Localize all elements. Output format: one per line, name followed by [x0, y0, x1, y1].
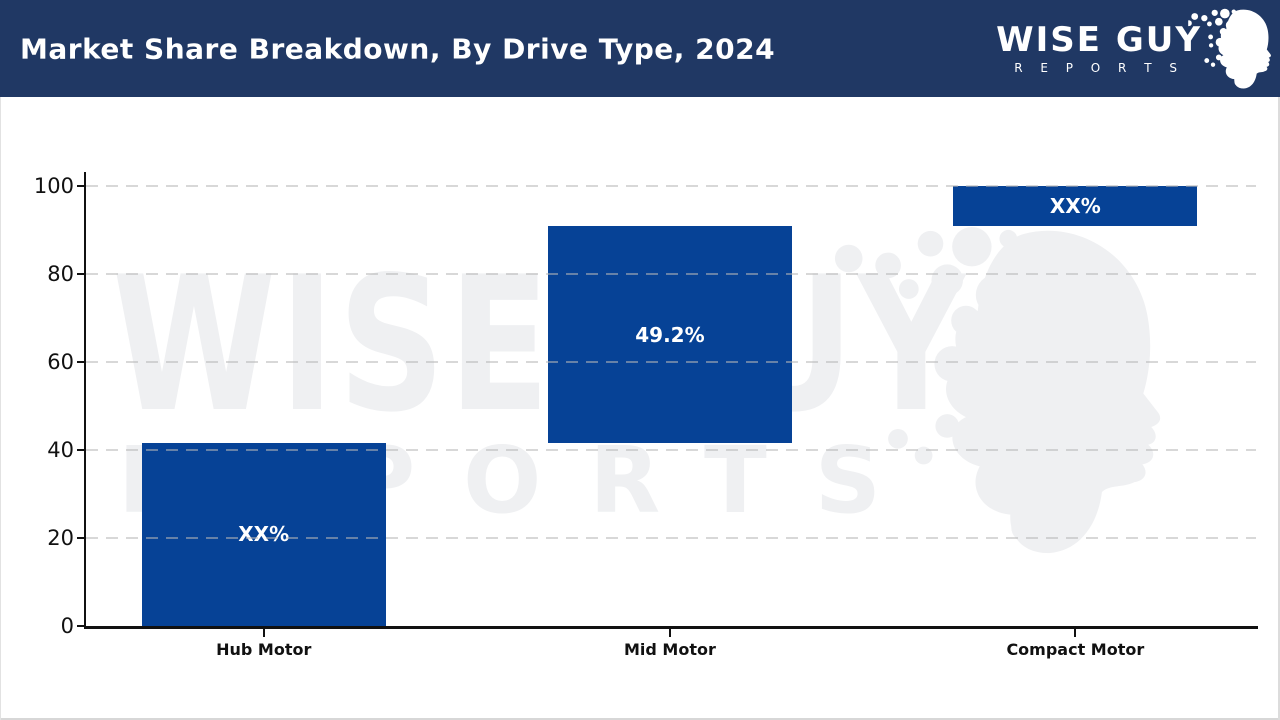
y-tick-mark-100 — [77, 185, 85, 187]
x-category-label-mid-motor: Mid Motor — [624, 640, 716, 659]
y-tick-mark-60 — [77, 361, 85, 363]
y-tick-label-20: 20 — [47, 526, 74, 550]
wise-guy-reports-logo: WISE GUY R E P O R T S — [996, 4, 1274, 94]
y-tick-mark-80 — [77, 273, 85, 275]
page-bottom-edge — [0, 718, 1280, 720]
chart-area: WISE GUY REPORTS 0 20 40 60 80 100 XX% Hub Moto… — [0, 97, 1280, 720]
gridline-y-80 — [86, 273, 1256, 275]
gridline-y-60 — [86, 361, 1256, 363]
y-tick-label-100: 100 — [33, 174, 74, 198]
gridline-y-40 — [86, 449, 1256, 451]
logo-text: WISE GUY R E P O R T S — [996, 20, 1202, 75]
y-axis-line — [84, 172, 86, 628]
y-tick-label-60: 60 — [47, 350, 74, 374]
bar-value-label-mid-motor: 49.2% — [635, 322, 705, 347]
bar-compact-motor: XX% — [953, 186, 1198, 227]
y-tick-mark-20 — [77, 537, 85, 539]
logo-sub-line: R E P O R T S — [1014, 60, 1184, 75]
header-band: Market Share Breakdown, By Drive Type, 2… — [0, 0, 1280, 97]
bar-hub-motor: XX% — [141, 442, 386, 626]
y-tick-label-40: 40 — [47, 438, 74, 462]
gridline-y-100 — [86, 185, 1256, 187]
x-category-label-hub-motor: Hub Motor — [216, 640, 312, 659]
y-tick-mark-40 — [77, 449, 85, 451]
bar-value-label-hub-motor: XX% — [238, 522, 290, 547]
logo-head-icon — [1188, 8, 1274, 90]
logo-name-line: WISE GUY — [996, 20, 1202, 61]
x-category-label-compact-motor: Compact Motor — [1006, 640, 1145, 659]
page-left-edge — [0, 97, 1, 720]
bar-mid-motor: 49.2% — [547, 226, 792, 443]
page-title: Market Share Breakdown, By Drive Type, 2… — [20, 32, 776, 65]
gridline-y-20 — [86, 537, 1256, 539]
bar-value-label-compact-motor: XX% — [1049, 194, 1101, 219]
x-axis-line — [84, 626, 1258, 629]
x-tick-mark-mid-motor — [668, 629, 671, 637]
x-tick-mark-hub-motor — [262, 629, 265, 637]
y-tick-mark-0 — [77, 625, 85, 627]
page-right-edge — [1278, 97, 1280, 720]
x-tick-mark-compact-motor — [1074, 629, 1077, 637]
y-tick-label-80: 80 — [47, 262, 74, 286]
y-tick-label-0: 0 — [60, 614, 74, 638]
